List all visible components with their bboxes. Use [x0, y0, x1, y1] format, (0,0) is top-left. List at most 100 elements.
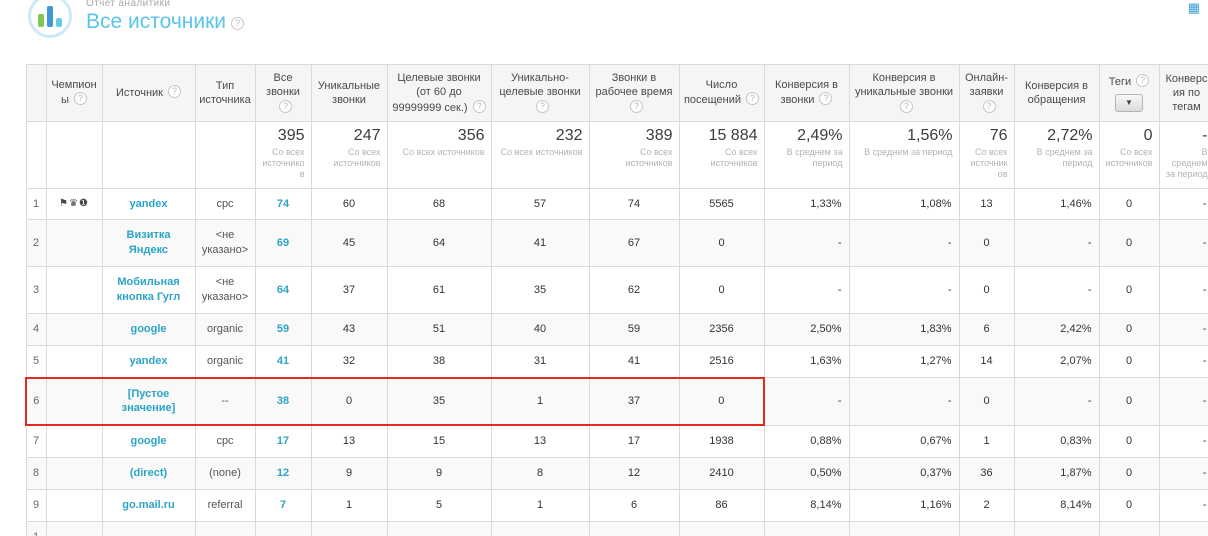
champions-cell	[45, 266, 103, 314]
help-icon[interactable]	[900, 99, 913, 113]
cell-conv_tags: -	[1158, 266, 1208, 314]
cell-all_calls[interactable]: 64	[254, 266, 312, 314]
summary-empty-cell	[101, 120, 196, 189]
table-row: 4 google organic 59 43 51 40 59 2356 2,50% 1,83% 6 2…	[25, 312, 1208, 346]
cell-all_calls[interactable]: 17	[254, 424, 312, 459]
column-header-champions[interactable]: Чемпионы	[45, 64, 103, 122]
cell-all_calls[interactable]: 74	[254, 187, 312, 221]
source-link[interactable]: go.mail.ru	[122, 498, 175, 511]
help-icon[interactable]	[982, 99, 996, 113]
cell-conv_leads: -	[1013, 219, 1100, 268]
cell-work_time_calls: 74	[588, 187, 680, 221]
column-header-tags[interactable]: Теги ▼	[1098, 64, 1160, 122]
cell-conv_unique_calls: 1,08%	[848, 187, 960, 221]
cell-work_time_calls: 6	[588, 488, 680, 522]
summary-value: 356	[457, 126, 485, 144]
cell-online_leads: 0	[958, 377, 1015, 426]
column-header-all_calls[interactable]: Все звонки	[254, 64, 312, 122]
trophy-icon: ♛	[69, 198, 79, 210]
summary-row: 395 Со всех источников 247 Со всех источник…	[25, 120, 1208, 189]
source-link[interactable]: google	[130, 322, 167, 335]
cell-conv_unique_calls: 1,27%	[848, 344, 960, 379]
cell-all_calls[interactable]: 12	[254, 457, 312, 490]
summary-value: -	[1202, 126, 1208, 144]
source-link[interactable]: (direct)	[129, 467, 168, 480]
cell-visits: 5565	[678, 187, 765, 221]
column-header-source[interactable]: Источник	[101, 64, 196, 122]
column-header-online_leads[interactable]: Онлайн-заявки	[958, 64, 1015, 122]
cell-all_calls[interactable]: 7	[254, 488, 312, 522]
source-cell: (direct)	[101, 457, 196, 490]
help-icon[interactable]	[472, 99, 486, 113]
cell-unique_calls: 1	[310, 488, 388, 522]
column-header-conv_unique_calls[interactable]: Конверсия в уникальные звонки	[848, 64, 960, 122]
cell-conv_calls: 1,33%	[763, 187, 850, 221]
table-row: 2 Визитка Яндекс <не указано> 69 45 64 41 67 0- -…	[25, 219, 1208, 268]
summary-value: 15 884	[708, 126, 758, 144]
summary-cell-conv_tags: - В среднем за период	[1158, 120, 1208, 189]
source-link[interactable]: Визитка Яндекс	[126, 229, 171, 257]
cell-conv_calls: 19,05%	[763, 520, 850, 536]
help-icon[interactable]	[536, 99, 549, 113]
column-header-unique_calls[interactable]: Уникальные звонки	[310, 64, 388, 122]
column-header-conv_leads[interactable]: Конверсия в обращения	[1013, 64, 1100, 122]
summary-cell-conv_calls: 2,49% В среднем за период	[763, 120, 850, 189]
column-header-conv_tags[interactable]: Конверсия по тегам	[1158, 64, 1208, 122]
source-link[interactable]: yandex	[129, 197, 168, 210]
column-header-unique_target_calls[interactable]: Уникально-целевые звонки	[490, 64, 590, 122]
cell-target_calls: 35	[386, 376, 492, 427]
summary-value: 2,49%	[797, 126, 843, 144]
title-help-icon[interactable]	[231, 17, 245, 30]
cell-all_calls[interactable]: 69	[254, 219, 312, 268]
column-header-index	[25, 64, 47, 122]
summary-cell-unique_target_calls: 232 Со всех источников	[490, 120, 590, 189]
cell-unique_calls: 32	[310, 344, 388, 379]
champions-cell	[45, 424, 103, 459]
help-icon[interactable]	[167, 85, 181, 99]
tags-filter-button[interactable]: ▼	[1115, 93, 1143, 113]
source-link[interactable]: yandex	[129, 354, 168, 367]
column-header-work_time_calls[interactable]: Звонки в рабочее время	[588, 64, 680, 122]
help-icon[interactable]	[746, 92, 760, 106]
cell-tags: 0	[1098, 457, 1160, 490]
source-cell: Визитка Яндекс	[101, 219, 196, 268]
column-header-target_calls[interactable]: Целевые звонки (от 60 до 99999999 сек.)	[386, 64, 492, 122]
corner-chart-icon[interactable]: ▦	[1187, 0, 1200, 15]
cell-target_calls: 68	[386, 187, 492, 221]
source-link[interactable]: Мобильная кнопка Гугл	[116, 276, 181, 304]
help-icon[interactable]	[279, 99, 292, 113]
source-link[interactable]: [Пустое значение]	[121, 387, 176, 415]
cell-all_calls[interactable]: 4	[254, 520, 312, 536]
column-header-conv_calls[interactable]: Конверсия в звонки	[763, 64, 850, 122]
chevron-down-icon: ▼	[1125, 97, 1133, 107]
cell-visits: 0	[678, 219, 765, 268]
sources-table: Чемпионы Источник Тип источника Все звонки У…	[25, 64, 1208, 536]
help-icon[interactable]	[819, 92, 833, 106]
cell-unique_target_calls: 40	[490, 312, 590, 346]
column-label: Чемпионы	[51, 79, 97, 107]
help-icon[interactable]	[1136, 73, 1150, 87]
help-icon[interactable]	[73, 92, 87, 106]
table-row: 1 ⚑♛❶ yandex cpc 74 60 68 57 74 5565 1,33% 1,08% 13 1…	[25, 187, 1208, 221]
source-type-cell: <не указано>	[194, 219, 256, 268]
cell-conv_tags: -	[1158, 187, 1208, 221]
cell-unique_calls: 0	[310, 520, 388, 536]
cell-unique_calls: 45	[310, 219, 388, 268]
cell-all_calls[interactable]: 41	[254, 344, 312, 379]
column-header-type[interactable]: Тип источника	[194, 64, 256, 122]
row-number-cell: 5	[25, 344, 47, 379]
column-header-visits[interactable]: Число посещений	[678, 64, 765, 122]
cell-all_calls[interactable]: 59	[254, 312, 312, 346]
header-row: Чемпионы Источник Тип источника Все звонки У…	[25, 64, 1208, 122]
cell-online_leads: 14	[958, 344, 1015, 379]
row-number-cell: 4	[25, 312, 47, 346]
row-number-cell: 10	[25, 520, 47, 536]
source-type-cell: organic	[194, 312, 256, 346]
column-label: Звонки в рабочее время	[595, 72, 673, 99]
help-icon[interactable]	[630, 99, 643, 113]
cell-unique_calls: 9	[310, 457, 388, 490]
cell-all_calls[interactable]: 38	[254, 376, 312, 427]
cell-tags: 0	[1098, 187, 1160, 221]
source-link[interactable]: google	[130, 435, 167, 448]
